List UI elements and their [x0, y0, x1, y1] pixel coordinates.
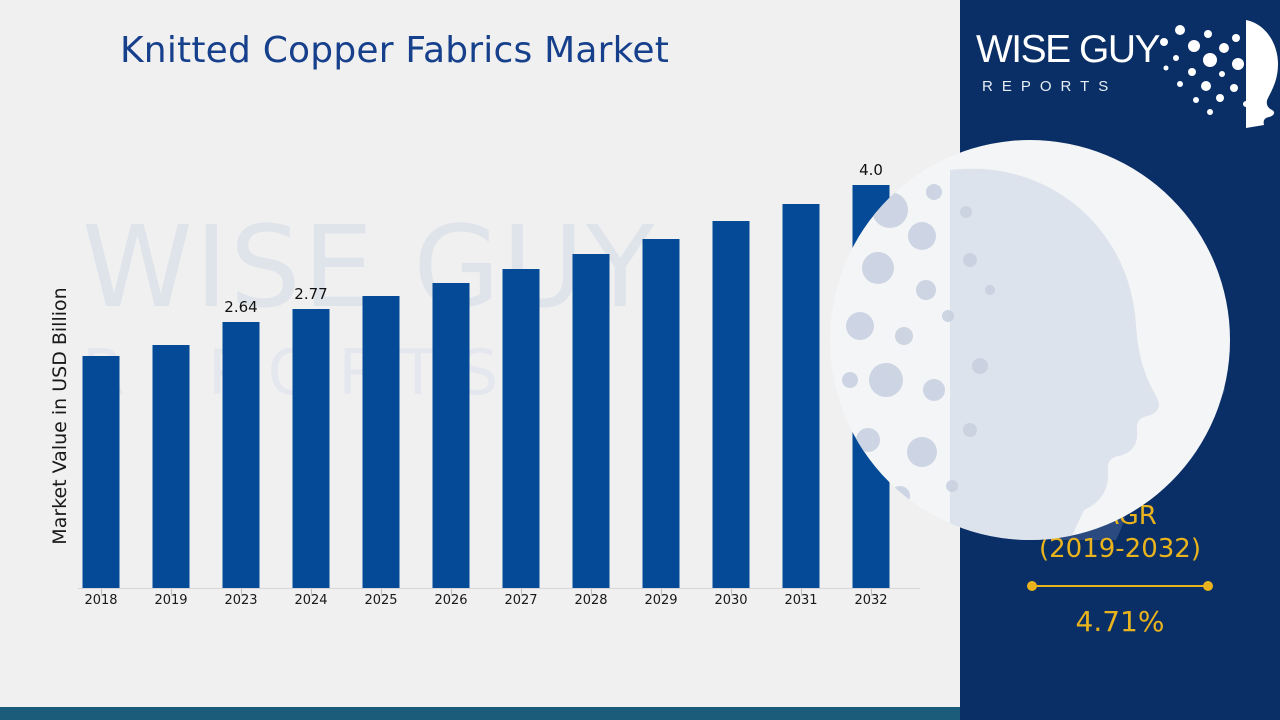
bar-group-2025[interactable] — [346, 150, 416, 588]
head-network-graphic — [842, 168, 1159, 540]
bar-2019[interactable] — [152, 345, 190, 588]
divider-rule — [1032, 585, 1208, 587]
x-tick-2019 — [171, 589, 172, 596]
x-tick-label-2023: 2023 — [224, 593, 258, 608]
bar-2026[interactable] — [432, 283, 470, 588]
bar-group-2028[interactable] — [556, 150, 626, 588]
bar-2027[interactable] — [502, 269, 540, 588]
logo-subtext: REPORTS — [982, 78, 1118, 95]
bar-group-2018[interactable] — [66, 150, 136, 588]
bar-group-2026[interactable] — [416, 150, 486, 588]
bar-2031[interactable] — [782, 204, 820, 588]
x-tick-2027 — [521, 589, 522, 596]
x-tick-label-2024: 2024 — [294, 593, 328, 608]
bar-2025[interactable] — [362, 296, 400, 588]
bar-value-label-2023: 2.64 — [224, 298, 258, 316]
page-title: Knitted Copper Fabrics Market — [120, 30, 670, 71]
x-tick-label-2027: 2027 — [504, 593, 538, 608]
bar-2023[interactable] — [222, 322, 260, 588]
x-tick-2023 — [241, 589, 242, 596]
x-tick-2032 — [871, 589, 872, 596]
x-tick-label-2030: 2030 — [714, 593, 748, 608]
x-tick-label-2018: 2018 — [84, 593, 118, 608]
bar-group-2019[interactable] — [136, 150, 206, 588]
x-tick-2026 — [451, 589, 452, 596]
bar-2024[interactable] — [292, 309, 330, 588]
x-tick-2029 — [661, 589, 662, 596]
bar-2029[interactable] — [642, 239, 680, 588]
x-tick-label-2032: 2032 — [854, 593, 888, 608]
x-tick-label-2031: 2031 — [784, 593, 818, 608]
x-tick-2028 — [591, 589, 592, 596]
bar-group-2030[interactable] — [696, 150, 766, 588]
divider-dot-right — [1203, 581, 1213, 591]
cagr-value: 4.71% — [1075, 605, 1165, 638]
x-tick-2025 — [381, 589, 382, 596]
footer-strip — [0, 707, 960, 720]
bar-2028[interactable] — [572, 254, 610, 588]
cagr-divider — [1027, 581, 1213, 591]
x-tick-2024 — [311, 589, 312, 596]
plot-area: 2.64 2.77 4.0 — [78, 150, 918, 588]
bar-group-2031[interactable] — [766, 150, 836, 588]
x-tick-label-2025: 2025 — [364, 593, 398, 608]
bar-group-2023[interactable]: 2.64 — [206, 150, 276, 588]
bar-2030[interactable] — [712, 221, 750, 588]
chart-panel: Knitted Copper Fabrics Market WISE GUY R… — [0, 30, 960, 720]
bar-value-label-2032: 4.0 — [859, 161, 883, 179]
x-tick-2031 — [801, 589, 802, 596]
brand-logo: WISE GUY REPORTS — [970, 20, 1278, 128]
decorative-circle — [830, 140, 1230, 540]
x-tick-label-2028: 2028 — [574, 593, 608, 608]
bar-group-2027[interactable] — [486, 150, 556, 588]
bar-group-2024[interactable]: 2.77 — [276, 150, 346, 588]
logo-wordmark: WISE GUY — [976, 28, 1161, 71]
x-tick-label-2019: 2019 — [154, 593, 188, 608]
dot-network-icon — [1160, 20, 1278, 128]
bar-value-label-2024: 2.77 — [294, 285, 328, 303]
x-axis-line — [78, 588, 920, 589]
x-tick-2018 — [101, 589, 102, 596]
x-tick-label-2026: 2026 — [434, 593, 468, 608]
x-tick-label-2029: 2029 — [644, 593, 678, 608]
bar-group-2029[interactable] — [626, 150, 696, 588]
bar-2018[interactable] — [82, 356, 120, 588]
x-tick-2030 — [731, 589, 732, 596]
